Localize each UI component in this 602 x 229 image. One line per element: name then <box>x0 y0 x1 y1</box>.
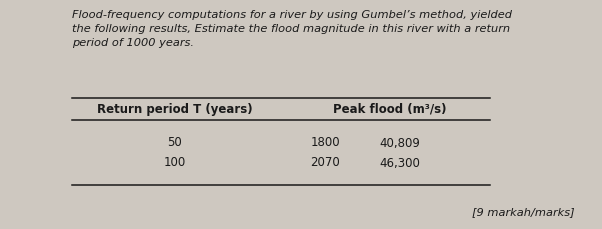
Text: 2070: 2070 <box>310 156 340 169</box>
Text: Flood-frequency computations for a river by using Gumbel’s method, yielded
the f: Flood-frequency computations for a river… <box>72 10 512 48</box>
Text: 1800: 1800 <box>311 136 340 150</box>
Text: 46,300: 46,300 <box>379 156 420 169</box>
Text: Peak flood (m³/s): Peak flood (m³/s) <box>334 103 447 115</box>
Text: Return period T (years): Return period T (years) <box>97 103 253 115</box>
Text: 100: 100 <box>164 156 186 169</box>
Text: 40,809: 40,809 <box>379 136 420 150</box>
Text: 50: 50 <box>167 136 182 150</box>
Text: [9 markah/marks]: [9 markah/marks] <box>473 207 575 217</box>
